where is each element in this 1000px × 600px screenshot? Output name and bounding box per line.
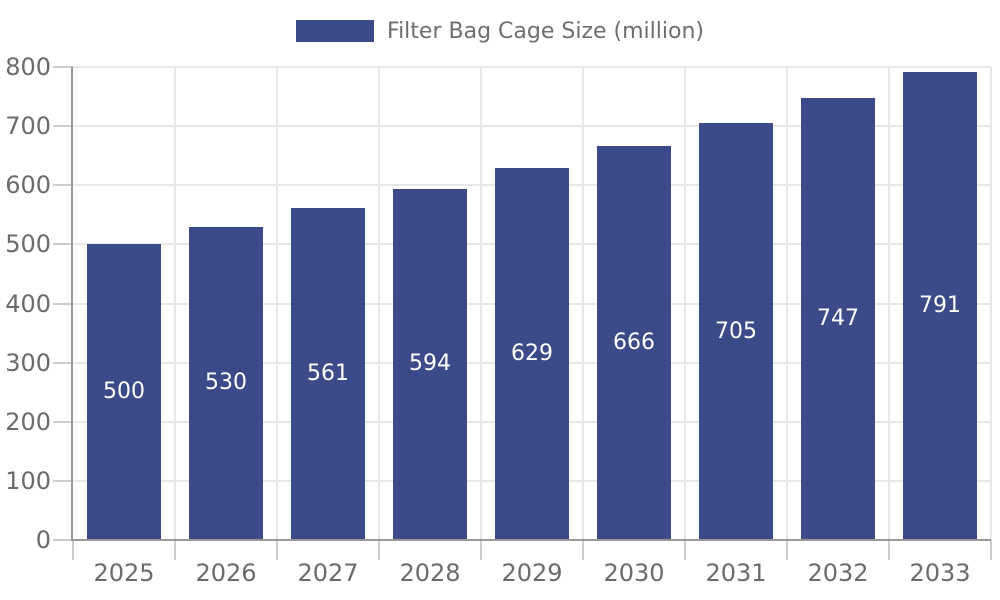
y-axis-line (71, 67, 73, 540)
bar-value-label: 705 (715, 318, 757, 344)
bar (495, 168, 569, 539)
bar (597, 146, 671, 539)
x-tick-label: 2027 (297, 559, 359, 587)
bar-value-label: 500 (103, 379, 145, 405)
h-gridline (73, 125, 991, 128)
y-tick-label: 500 (5, 230, 51, 259)
x-tick-mark (276, 540, 278, 560)
x-tick-label: 2025 (93, 559, 155, 587)
h-gridline (73, 66, 991, 68)
y-tick-mark (53, 539, 73, 541)
v-gridline (684, 67, 686, 540)
x-axis-line (71, 539, 991, 541)
y-tick-label: 700 (5, 112, 51, 141)
y-tick-mark (53, 479, 73, 482)
y-tick-mark (53, 420, 73, 423)
y-tick-label: 800 (5, 53, 51, 81)
x-tick-label: 2030 (603, 559, 665, 587)
y-tick-mark (53, 125, 73, 128)
bar-value-label: 594 (409, 351, 451, 377)
bar (699, 123, 773, 539)
bar (291, 208, 365, 539)
y-tick-label: 0 (35, 526, 51, 554)
y-tick-label: 100 (5, 466, 51, 495)
bar (87, 244, 161, 539)
y-tick-mark (53, 66, 73, 68)
v-gridline (378, 67, 380, 540)
legend-swatch (296, 20, 375, 42)
x-tick-label: 2028 (399, 559, 461, 587)
x-tick-label: 2026 (195, 559, 257, 587)
legend: Filter Bag Cage Size (million) (0, 16, 1000, 46)
bar-value-label: 629 (511, 341, 553, 367)
x-tick-mark (582, 540, 584, 560)
x-tick-label: 2031 (705, 559, 767, 587)
x-tick-mark (174, 540, 176, 560)
x-tick-mark (990, 540, 992, 560)
x-tick-mark (888, 540, 890, 560)
v-gridline (888, 67, 890, 540)
x-tick-mark (684, 540, 686, 560)
bar-value-label: 530 (205, 370, 247, 396)
v-gridline (480, 67, 482, 540)
v-gridline (276, 67, 278, 540)
v-gridline (174, 67, 176, 540)
bar-value-label: 561 (307, 361, 349, 387)
y-tick-mark (53, 302, 73, 305)
bar (903, 72, 977, 539)
y-tick-label: 400 (5, 289, 51, 318)
x-tick-label: 2029 (501, 559, 563, 587)
bar (393, 188, 467, 539)
bar-value-label: 747 (817, 306, 859, 332)
x-tick-mark (72, 540, 74, 560)
x-tick-mark (378, 540, 380, 560)
v-gridline (990, 67, 992, 540)
bar-value-label: 791 (919, 293, 961, 319)
y-tick-mark (53, 243, 73, 246)
y-tick-mark (53, 184, 73, 187)
x-tick-label: 2033 (909, 559, 971, 587)
y-tick-label: 300 (5, 348, 51, 377)
bar-value-label: 666 (613, 330, 655, 356)
x-tick-label: 2032 (807, 559, 869, 587)
v-gridline (786, 67, 788, 540)
v-gridline (582, 67, 584, 540)
y-tick-mark (53, 361, 73, 364)
x-tick-mark (786, 540, 788, 560)
bar (801, 98, 875, 539)
x-tick-mark (480, 540, 482, 560)
legend-label: Filter Bag Cage Size (million) (387, 18, 704, 44)
bar (189, 226, 263, 539)
y-tick-label: 600 (5, 171, 51, 200)
y-tick-label: 200 (5, 407, 51, 436)
